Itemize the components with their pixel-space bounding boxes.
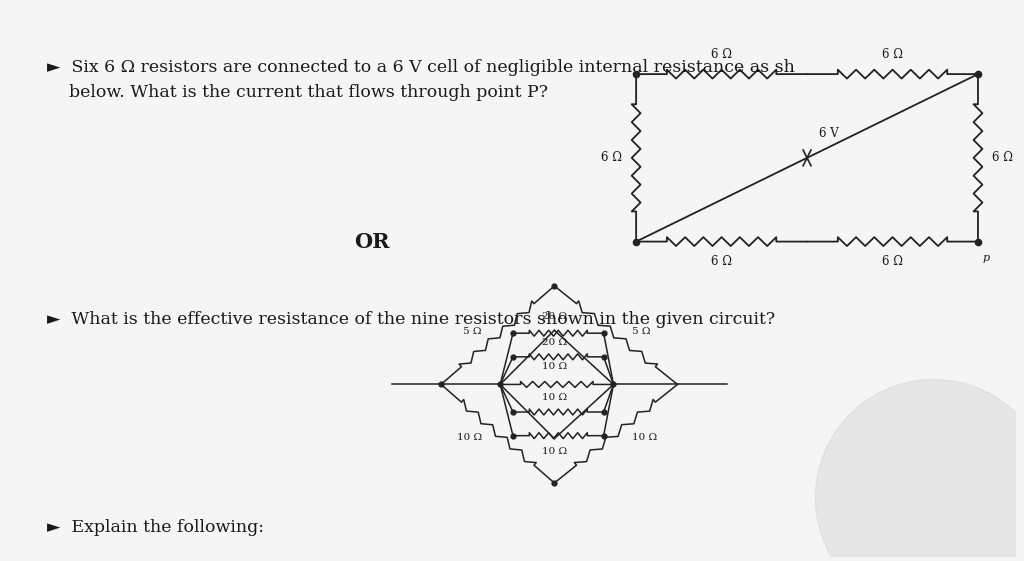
Text: 6 Ω: 6 Ω — [601, 151, 623, 164]
Text: 20 Ω: 20 Ω — [542, 338, 567, 347]
Text: 10 Ω: 10 Ω — [457, 433, 482, 442]
Text: ►  Explain the following:: ► Explain the following: — [47, 519, 264, 536]
Polygon shape — [815, 379, 1024, 561]
Text: 6 V: 6 V — [819, 127, 839, 140]
Text: 6 Ω: 6 Ω — [882, 48, 903, 61]
Text: 6 Ω: 6 Ω — [711, 48, 732, 61]
Text: 10 Ω: 10 Ω — [632, 433, 656, 442]
Text: 6 Ω: 6 Ω — [882, 255, 903, 268]
Text: 10 Ω: 10 Ω — [542, 362, 567, 371]
Text: ►  What is the effective resistance of the nine resistors shown in the given cir: ► What is the effective resistance of th… — [47, 311, 775, 328]
Text: 10 Ω: 10 Ω — [542, 393, 567, 402]
Text: ►  Six 6 Ω resistors are connected to a 6 V cell of negligible internal resistan: ► Six 6 Ω resistors are connected to a 6… — [47, 59, 795, 76]
Text: below. What is the current that flows through point P?: below. What is the current that flows th… — [47, 84, 548, 101]
Text: 6 Ω: 6 Ω — [711, 255, 732, 268]
Text: 20 Ω: 20 Ω — [542, 312, 567, 321]
Text: 6 Ω: 6 Ω — [992, 151, 1013, 164]
Text: OR: OR — [354, 232, 390, 251]
Text: 10 Ω: 10 Ω — [542, 448, 567, 457]
Text: 5 Ω: 5 Ω — [632, 327, 650, 335]
Text: p: p — [983, 254, 990, 264]
Text: 5 Ω: 5 Ω — [464, 327, 482, 335]
